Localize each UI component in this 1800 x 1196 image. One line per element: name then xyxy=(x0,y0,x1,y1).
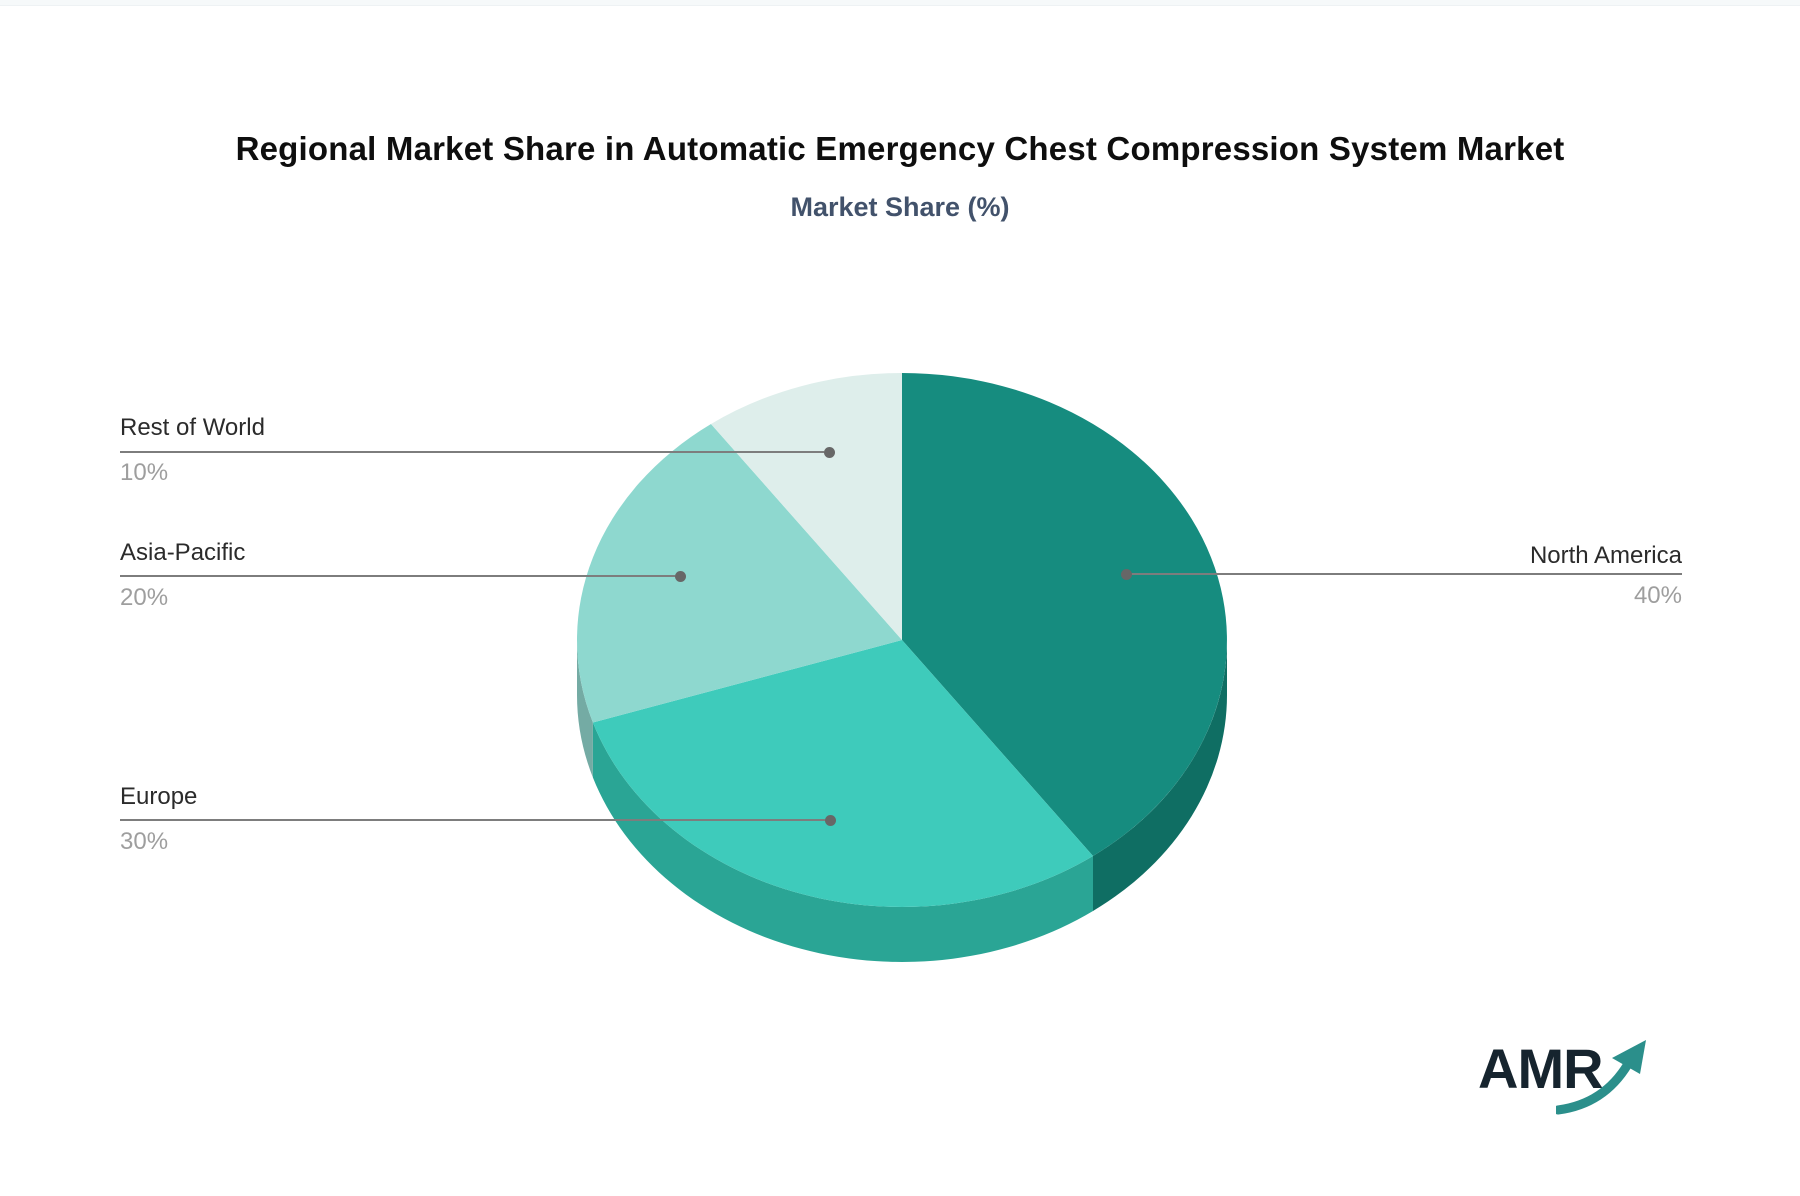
pie-slice-north-america[interactable] xyxy=(902,373,1227,856)
amr-logo: AMR xyxy=(1470,1028,1670,1118)
leader-line-rest-of-world xyxy=(120,451,824,453)
label-europe: Europe xyxy=(120,783,198,810)
label-rest-of-world: Rest of World xyxy=(120,414,265,441)
label-north-america: North America xyxy=(1529,542,1682,569)
amr-logo-text: AMR xyxy=(1478,1037,1604,1100)
pie-rim-north-america xyxy=(1093,640,1227,911)
label-asia-pacific: Asia-Pacific xyxy=(120,539,246,566)
growth-arrow-icon xyxy=(1556,1040,1646,1115)
value-north-america: 40% xyxy=(1633,582,1682,609)
leader-dot-europe xyxy=(825,815,836,826)
chart-subtitle: Market Share (%) xyxy=(790,192,1010,222)
leader-line-asia-pacific xyxy=(120,575,675,577)
leader-dot-north-america xyxy=(1121,569,1132,580)
leader-line-europe xyxy=(120,819,825,821)
chart-title: Regional Market Share in Automatic Emerg… xyxy=(235,130,1565,167)
value-europe: 30% xyxy=(120,828,169,855)
top-strip xyxy=(0,0,1800,6)
pie-slice-rest-of-world[interactable] xyxy=(711,373,902,640)
pie-slice-asia-pacific[interactable] xyxy=(577,424,902,723)
pie-rim-europe xyxy=(592,722,1093,962)
leader-line-north-america xyxy=(1126,573,1682,575)
leader-dot-rest-of-world xyxy=(824,447,835,458)
value-rest-of-world: 10% xyxy=(120,459,169,486)
pie-slice-europe[interactable] xyxy=(592,640,1093,907)
pie-rim-asia-pacific xyxy=(577,640,593,778)
value-asia-pacific: 20% xyxy=(120,584,169,611)
leader-dot-asia-pacific xyxy=(675,571,686,582)
